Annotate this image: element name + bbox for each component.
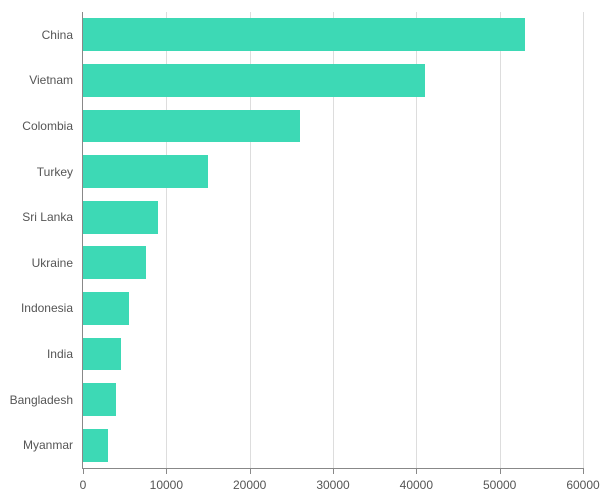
gridline: [500, 12, 501, 468]
horizontal-bar-chart: 0 10000 20000 30000 40000 50000 60000 China Viet…: [0, 0, 600, 500]
y-axis-label: Colombia: [22, 119, 83, 133]
x-axis-label: 30000: [316, 478, 349, 492]
bar: [83, 155, 208, 188]
plot-area: 0100002000030000400005000060000ChinaViet…: [82, 12, 583, 469]
y-axis-label: India: [47, 347, 83, 361]
x-axis-label: 20000: [233, 478, 266, 492]
x-tick: [333, 468, 334, 474]
bar: [83, 383, 116, 416]
y-axis-label: Turkey: [37, 165, 83, 179]
bar: [83, 292, 129, 325]
x-tick: [83, 468, 84, 474]
bar: [83, 338, 121, 371]
x-tick: [583, 468, 584, 474]
bar: [83, 110, 300, 143]
x-axis-label: 60000: [566, 478, 599, 492]
bar: [83, 201, 158, 234]
bar: [83, 429, 108, 462]
y-axis-label: Myanmar: [23, 438, 83, 452]
x-axis-label: 0: [80, 478, 87, 492]
y-axis-label: Indonesia: [21, 301, 83, 315]
x-axis-label: 40000: [400, 478, 433, 492]
x-axis-label: 10000: [150, 478, 183, 492]
y-axis-label: Bangladesh: [10, 393, 83, 407]
x-tick: [500, 468, 501, 474]
y-axis-label: Sri Lanka: [22, 210, 83, 224]
gridline: [583, 12, 584, 468]
x-tick: [416, 468, 417, 474]
x-tick: [250, 468, 251, 474]
y-axis-label: Vietnam: [29, 73, 83, 87]
bar: [83, 18, 525, 51]
bar: [83, 64, 425, 97]
y-axis-label: Ukraine: [32, 256, 83, 270]
x-tick: [166, 468, 167, 474]
y-axis-label: China: [42, 28, 83, 42]
x-axis-label: 50000: [483, 478, 516, 492]
bar: [83, 246, 146, 279]
